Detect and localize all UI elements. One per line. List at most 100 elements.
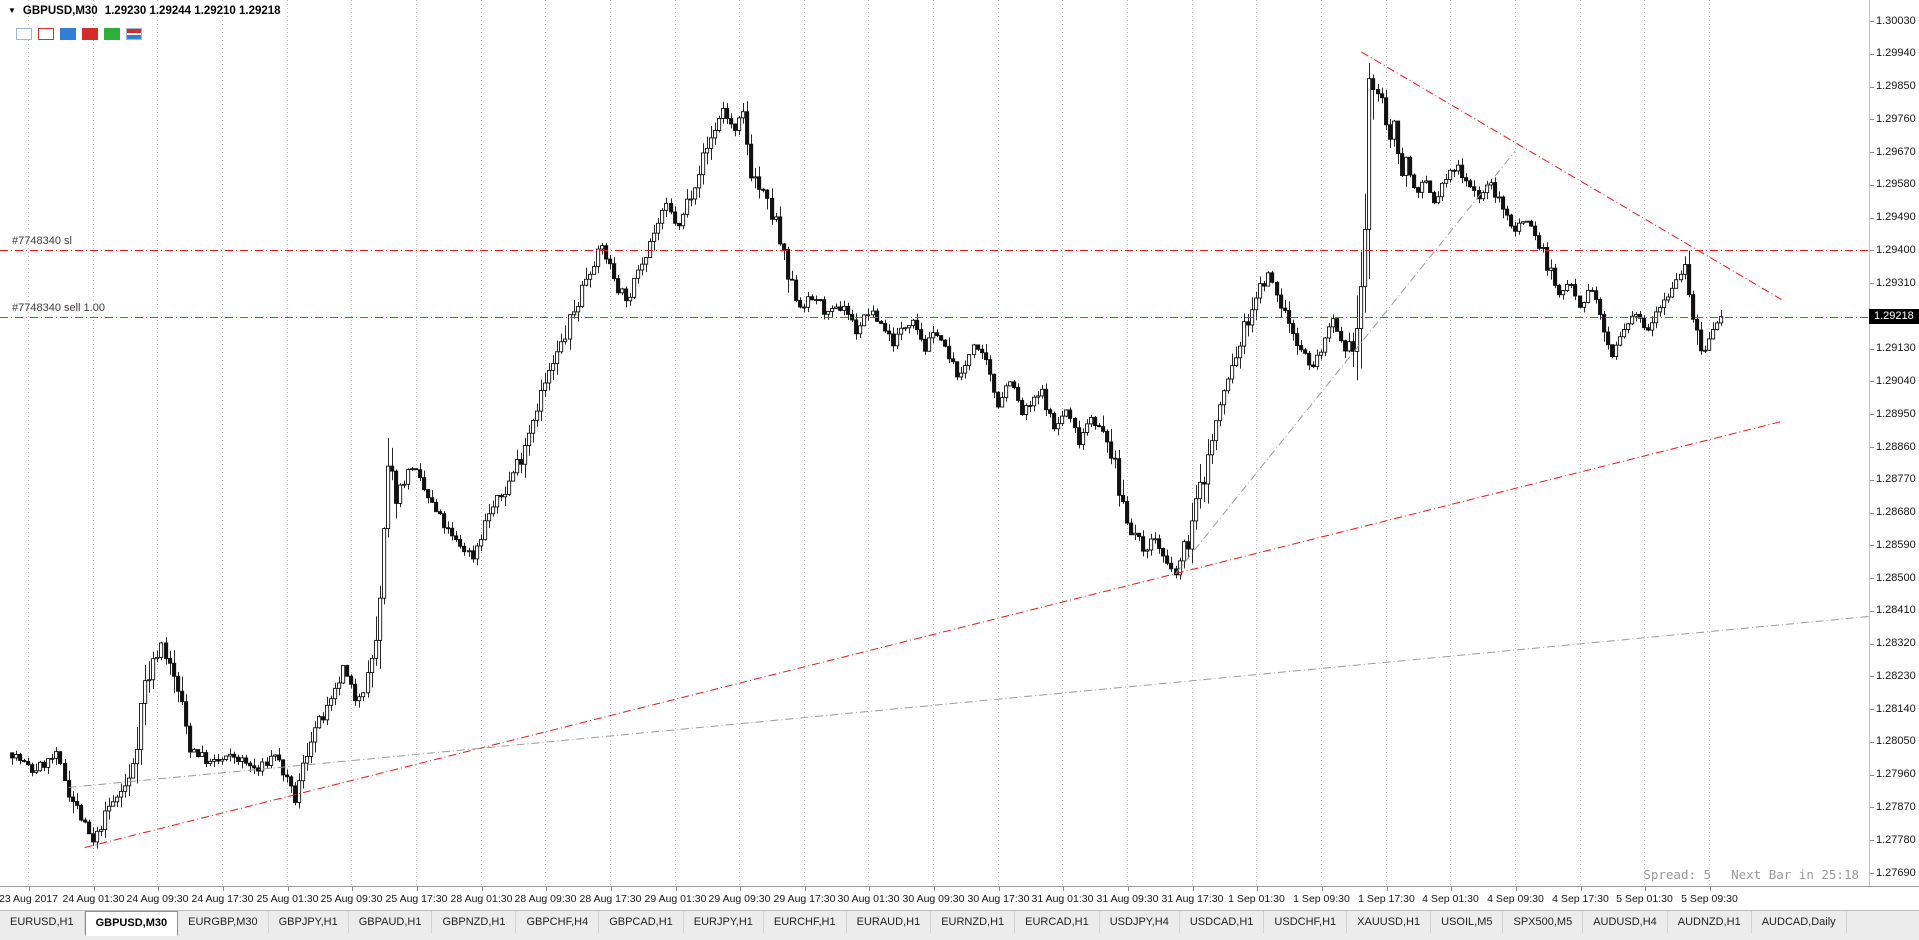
tab-gbpchf-h4[interactable]: GBPCHF,H4 [516,911,600,933]
price-axis-tick [1870,184,1874,186]
time-axis-label: 30 Aug 09:30 [902,893,965,905]
time-axis-tick [933,887,935,891]
time-axis-tick [416,887,418,891]
price-axis-tick [1870,741,1874,743]
time-axis-label: 1 Sep 17:30 [1358,893,1415,905]
trend-line [1361,51,1782,300]
tab-gbpcad-h1[interactable]: GBPCAD,H1 [599,911,684,933]
time-axis-label: 24 Aug 01:30 [62,893,125,905]
blue-swatch-icon[interactable] [60,28,76,40]
time-axis-label: 24 Aug 09:30 [126,893,189,905]
time-axis-tick [351,887,353,891]
tab-eurgbp-m30[interactable]: EURGBP,M30 [178,911,269,933]
price-axis-tick [1870,414,1874,416]
tab-eurchf-h1[interactable]: EURCHF,H1 [763,911,847,933]
time-axis-label: 4 Sep 01:30 [1422,893,1479,905]
current-price-tag: 1.29218 [1869,309,1919,325]
symbol-title: GBPUSD,M30 [22,5,98,17]
time-axis-label: 4 Sep 09:30 [1487,893,1544,905]
time-axis-label: 4 Sep 17:30 [1552,893,1609,905]
time-axis-tick [804,887,806,891]
object-swatches [16,28,142,40]
chart-plot-area[interactable]: ▼ GBPUSD,M30 1.29230 1.29244 1.29210 1.2… [0,0,1869,886]
time-axis-tick [998,887,1000,891]
tab-gbpaud-h1[interactable]: GBPAUD,H1 [348,911,433,933]
tab-xauusd-h1[interactable]: XAUUSD,H1 [1347,911,1432,933]
time-axis-label: 25 Aug 09:30 [320,893,383,905]
price-axis-label: 1.28860 [1876,440,1916,453]
tab-audcad-daily[interactable]: AUDCAD,Daily [1751,911,1847,933]
time-axis-label: 29 Aug 01:30 [644,893,707,905]
order-lines-layer[interactable] [0,249,1869,319]
time-axis-label: 28 Aug 17:30 [579,893,642,905]
time-axis-tick [1256,887,1258,891]
tab-eurnzd-h1[interactable]: EURNZD,H1 [931,911,1016,933]
time-axis-label: 24 Aug 17:30 [191,893,254,905]
green-swatch-icon[interactable] [104,28,120,40]
tab-spx500-m5[interactable]: SPX500,M5 [1503,911,1584,933]
price-axis-tick [1870,840,1874,842]
tab-gbpusd-m30[interactable]: GBPUSD,M30 [84,911,179,936]
price-axis-tick [1870,119,1874,121]
tab-usdcad-h1[interactable]: USDCAD,H1 [1179,911,1265,933]
price-axis-label: 1.28320 [1876,637,1916,650]
price-axis-label: 1.29760 [1876,112,1916,125]
price-axis-tick [1870,873,1874,874]
time-axis-label: 28 Aug 01:30 [450,893,513,905]
time-axis-label: 31 Aug 09:30 [1096,893,1159,905]
time-axis-tick [93,887,95,891]
time-axis-label: 5 Sep 01:30 [1616,893,1673,905]
price-axis-label: 1.29040 [1876,374,1916,387]
price-axis-tick [1870,21,1874,22]
price-axis-label: 1.28590 [1876,538,1916,551]
chart-canvas[interactable] [0,0,1869,886]
tab-gbpjpy-h1[interactable]: GBPJPY,H1 [268,911,349,933]
tab-gbpnzd-h1[interactable]: GBPNZD,H1 [432,911,517,933]
price-axis-label: 1.28050 [1876,735,1916,748]
time-axis-tick [675,887,677,891]
time-axis-tick [28,887,30,891]
time-axis-tick [1515,887,1517,891]
price-axis-tick [1870,479,1874,481]
sl-order-label: #7748340 sl [12,235,72,248]
time-axis-tick [1580,887,1582,891]
red-outline-swatch-icon[interactable] [38,28,54,40]
trend-line [1175,151,1516,575]
time-axis-tick [868,887,870,891]
tab-eurusd-h1[interactable]: EURUSD,H1 [0,911,85,933]
status-row: Spread: 5 Next Bar in 25:18 [1643,867,1859,882]
time-axis-tick [610,887,612,891]
symbol-ohlc: 1.29230 1.29244 1.29210 1.29218 [104,5,281,17]
price-axis[interactable]: 1.30030 1.29940 1.29850 1.29760 1.29670 1.295… [1869,0,1919,886]
tab-eurcad-h1[interactable]: EURCAD,H1 [1015,911,1100,933]
symbol-menu-icon: ▼ [8,6,16,15]
price-axis-label: 1.27780 [1876,833,1916,846]
price-axis-label: 1.29850 [1876,80,1916,93]
tab-euraud-h1[interactable]: EURAUD,H1 [846,911,932,933]
trend-lines-layer[interactable] [68,51,1869,848]
tab-usdjpy-h4[interactable]: USDJPY,H4 [1099,911,1180,933]
next-bar-label: Next Bar in 25:18 [1731,867,1859,882]
tab-usdchf-h1[interactable]: USDCHF,H1 [1264,911,1348,933]
symbol-tab-bar: EURUSD,H1 GBPUSD,M30 EURGBP,M30 GBPJPY,H1 GB… [0,910,1919,940]
white-swatch-icon[interactable] [16,28,32,40]
flag-swatch-icon[interactable] [126,28,142,40]
tab-audnzd-h1[interactable]: AUDNZD,H1 [1667,911,1752,933]
time-axis-label: 30 Aug 17:30 [967,893,1030,905]
time-axis-tick [1386,887,1388,891]
time-axis-label: 31 Aug 01:30 [1031,893,1094,905]
tab-audusd-h4[interactable]: AUDUSD,H4 [1583,911,1668,933]
tab-eurjpy-h1[interactable]: EURJPY,H1 [683,911,764,933]
red-swatch-icon[interactable] [82,28,98,40]
price-axis-label: 1.28230 [1876,669,1916,682]
price-axis-tick [1870,774,1874,776]
trend-line [84,421,1782,848]
time-axis[interactable]: 23 Aug 2017 24 Aug 01:30 24 Aug 09:30 24 Au… [0,886,1919,910]
time-axis-tick [481,887,483,891]
trend-line [68,615,1869,788]
price-axis-tick [1870,348,1874,350]
time-axis-label: 29 Aug 17:30 [773,893,836,905]
time-axis-tick [1709,887,1711,891]
tab-usoil-m5[interactable]: USOIL,M5 [1431,911,1504,933]
